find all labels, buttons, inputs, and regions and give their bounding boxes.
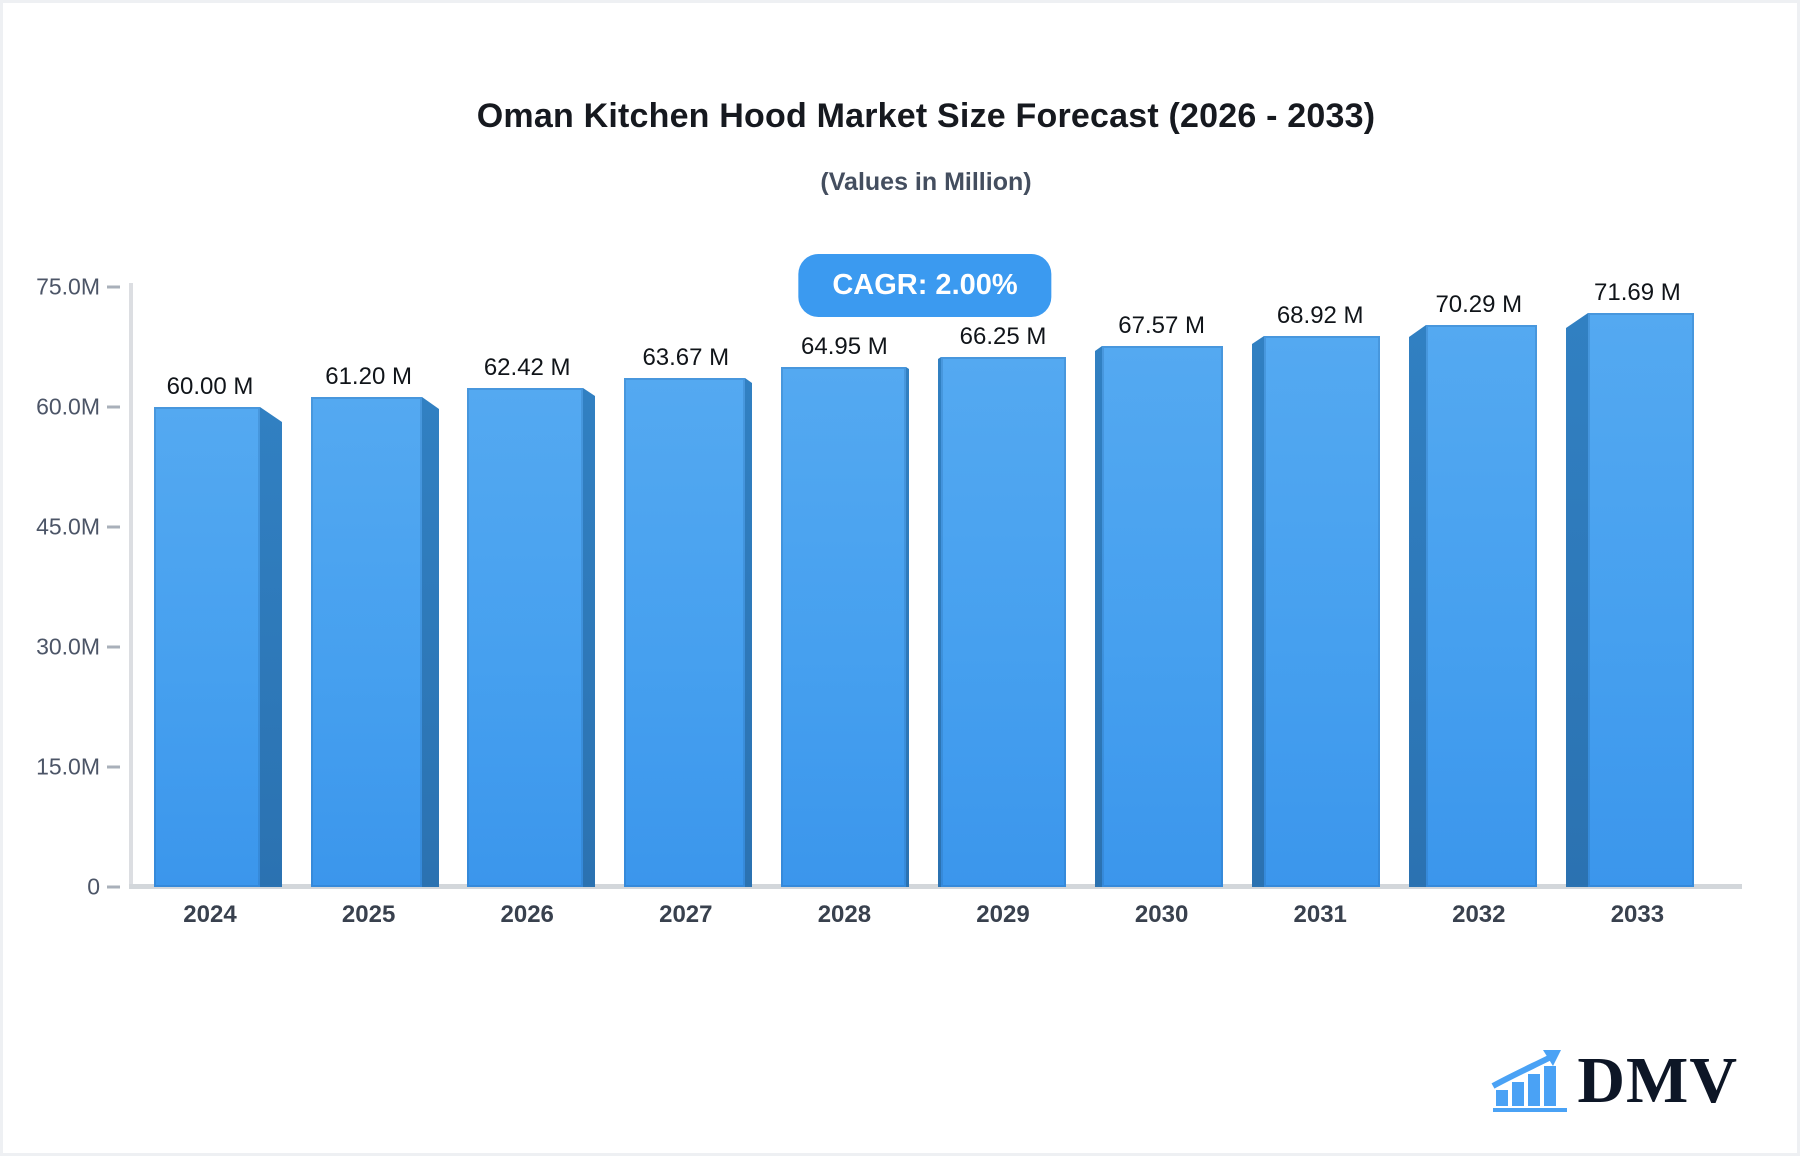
value-label-2028: 64.95 M xyxy=(801,333,888,360)
ytick-label-45.0M: 45.0M xyxy=(36,513,100,540)
ytick-label-30.0M: 30.0M xyxy=(36,633,100,660)
bar-2031 xyxy=(1252,336,1380,887)
ytick-mark xyxy=(107,885,120,889)
brand-name: DMV xyxy=(1577,1044,1738,1117)
bar-side-face xyxy=(745,378,752,887)
bar-side-face xyxy=(938,357,941,887)
value-label-2024: 60.00 M xyxy=(166,373,254,400)
bar-front-face xyxy=(154,407,260,887)
bar-side-face xyxy=(1095,346,1102,887)
value-label-2027: 63.67 M xyxy=(642,344,730,371)
chart-subtitle: (Values in Million) xyxy=(820,168,1032,196)
xtick-label-2026: 2026 xyxy=(500,901,554,928)
bar-2030 xyxy=(1095,346,1223,887)
ytick-mark xyxy=(107,645,120,649)
value-label-2026: 62.42 M xyxy=(483,354,571,381)
ytick-label-60.0M: 60.0M xyxy=(36,393,100,420)
bar-2033 xyxy=(1566,313,1694,887)
xtick-label-2030: 2030 xyxy=(1134,901,1189,928)
bar-side-face xyxy=(906,367,909,887)
ytick-mark xyxy=(107,765,120,769)
bar-front-face xyxy=(1102,346,1223,887)
xtick-label-2031: 2031 xyxy=(1293,901,1347,928)
bar-side-face xyxy=(422,397,439,887)
bar-side-face xyxy=(1566,313,1588,887)
bar-chart-growth-icon xyxy=(1491,1050,1568,1112)
bar-2029 xyxy=(938,357,1066,887)
chart-title: Oman Kitchen Hood Market Size Forecast (… xyxy=(476,97,1376,135)
bar-front-face xyxy=(1426,325,1537,887)
brand-logo: DMV xyxy=(1491,1048,1738,1114)
xtick-label-2024: 2024 xyxy=(183,901,237,928)
xtick-label-2025: 2025 xyxy=(341,901,396,928)
value-label-2033: 71.69 M xyxy=(1594,279,1681,306)
x-axis-line xyxy=(129,884,1742,889)
xtick-label-2032: 2032 xyxy=(1452,901,1506,928)
ytick-mark xyxy=(107,405,120,409)
bar-2025 xyxy=(311,397,439,887)
ytick-label-15.0M: 15.0M xyxy=(36,753,100,780)
bar-2028 xyxy=(781,367,909,887)
bar-side-face xyxy=(1409,325,1426,887)
bar-front-face xyxy=(1588,313,1694,887)
xtick-label-2029: 2029 xyxy=(976,901,1030,928)
ytick-mark xyxy=(107,525,120,529)
bar-2026 xyxy=(467,388,595,887)
y-axis-line xyxy=(129,283,133,889)
bar-front-face xyxy=(781,367,906,887)
value-label-2029: 66.25 M xyxy=(959,323,1047,350)
value-label-2025: 61.20 M xyxy=(325,363,412,390)
xtick-label-2028: 2028 xyxy=(817,901,872,928)
bar-2032 xyxy=(1409,325,1537,887)
value-label-2030: 67.57 M xyxy=(1118,312,1205,339)
bar-front-face xyxy=(624,378,745,887)
bar-front-face xyxy=(467,388,583,887)
bar-front-face xyxy=(941,357,1066,887)
bar-2024 xyxy=(154,407,282,887)
bar-side-face xyxy=(583,388,595,887)
ytick-label-75.0M: 75.0M xyxy=(36,273,100,300)
xtick-label-2027: 2027 xyxy=(659,901,713,928)
ytick-mark xyxy=(107,285,120,289)
bar-front-face xyxy=(311,397,422,887)
cagr-badge: CAGR: 2.00% xyxy=(798,254,1052,317)
bar-side-face xyxy=(260,407,282,887)
xtick-label-2033: 2033 xyxy=(1610,901,1665,928)
bar-2027 xyxy=(624,378,752,887)
bar-front-face xyxy=(1264,336,1380,887)
value-label-2031: 68.92 M xyxy=(1276,302,1364,329)
bar-side-face xyxy=(1252,336,1264,887)
ytick-label-0: 0 xyxy=(87,873,100,900)
value-label-2032: 70.29 M xyxy=(1435,291,1523,318)
